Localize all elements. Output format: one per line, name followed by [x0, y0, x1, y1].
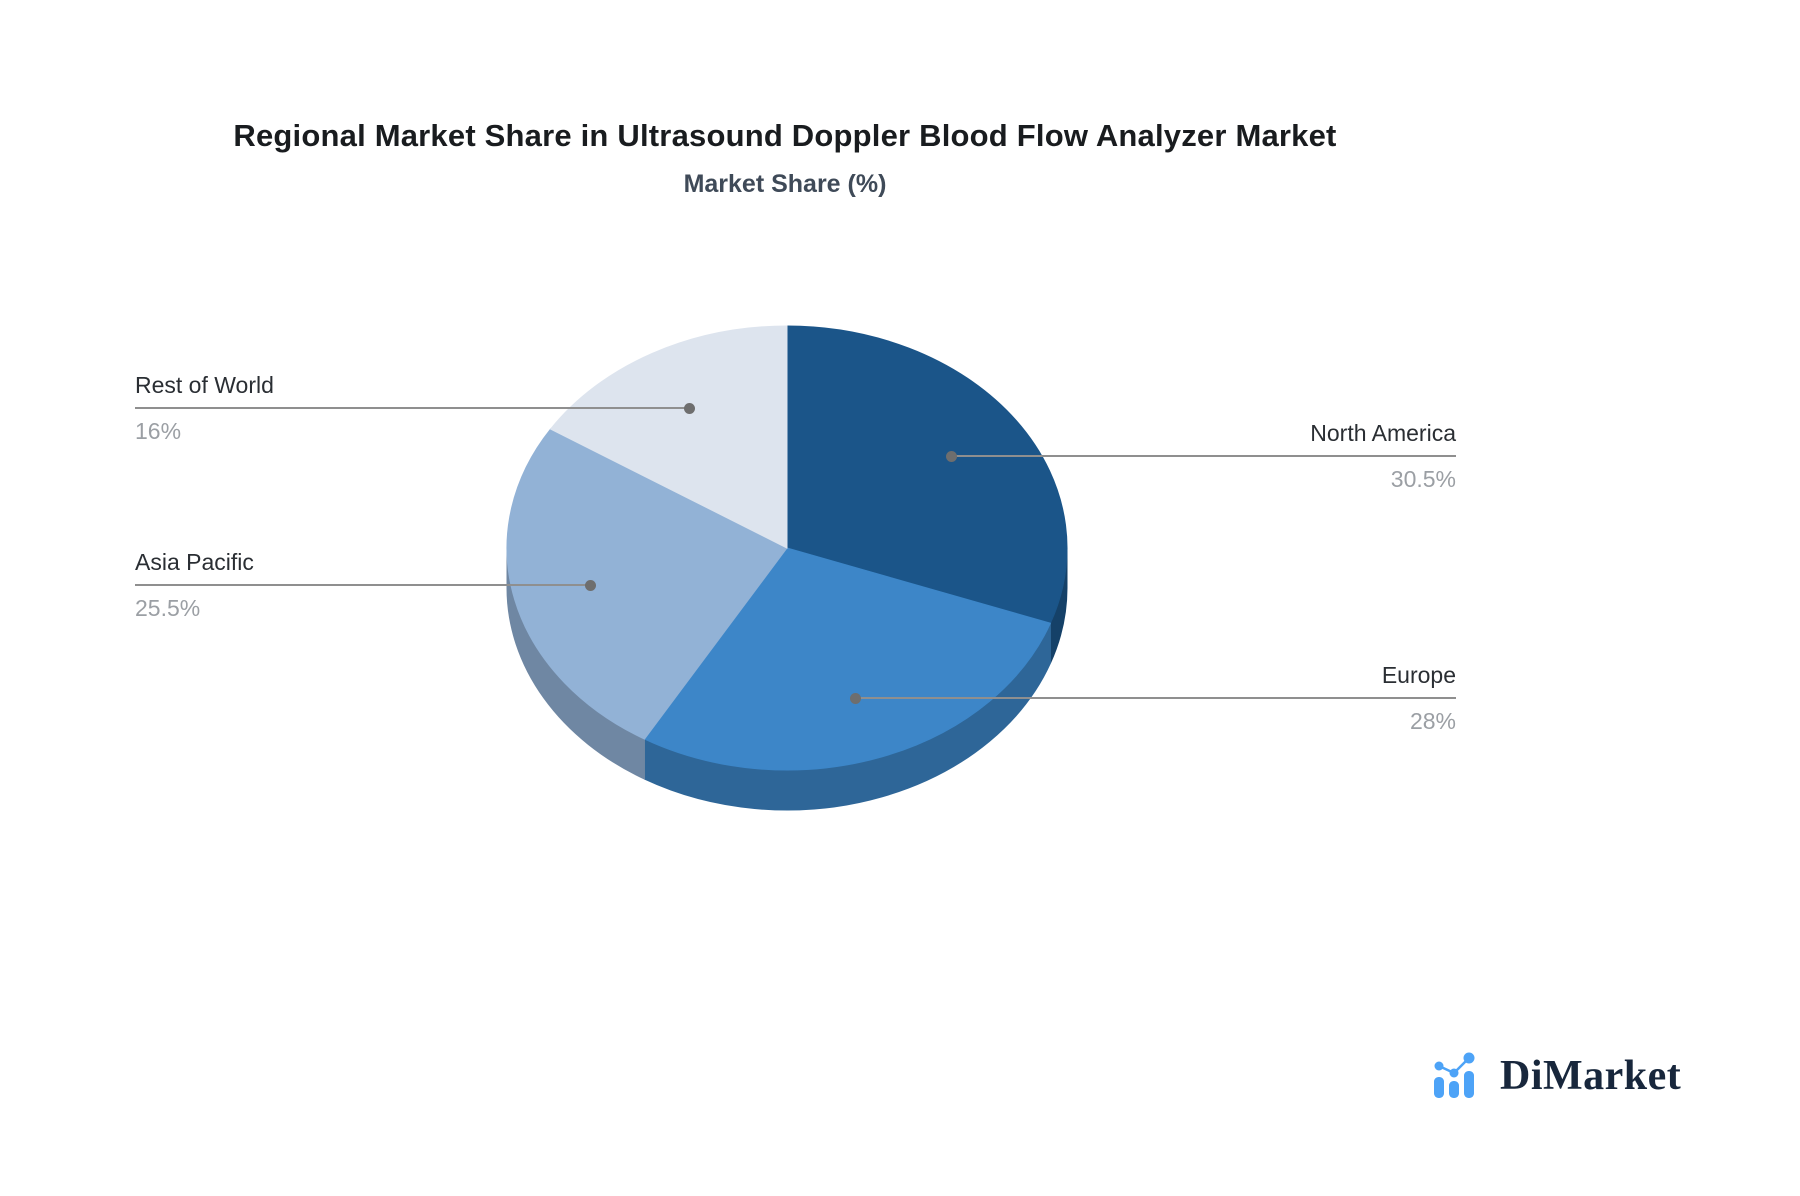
chart-subtitle: Market Share (%)	[683, 170, 887, 198]
logo-icon	[1434, 1052, 1475, 1098]
logo: DiMarket	[1432, 1048, 1681, 1104]
pie-slice-asia-pacific[interactable]	[506, 428, 788, 740]
logo-text: DiMarket	[1500, 1053, 1682, 1099]
chart-title: Regional Market Share in Ultrasound Dopp…	[233, 118, 1337, 153]
pie-slice-north-america[interactable]	[786, 325, 1068, 624]
pie-slice-rest-of-world[interactable]	[549, 325, 788, 549]
